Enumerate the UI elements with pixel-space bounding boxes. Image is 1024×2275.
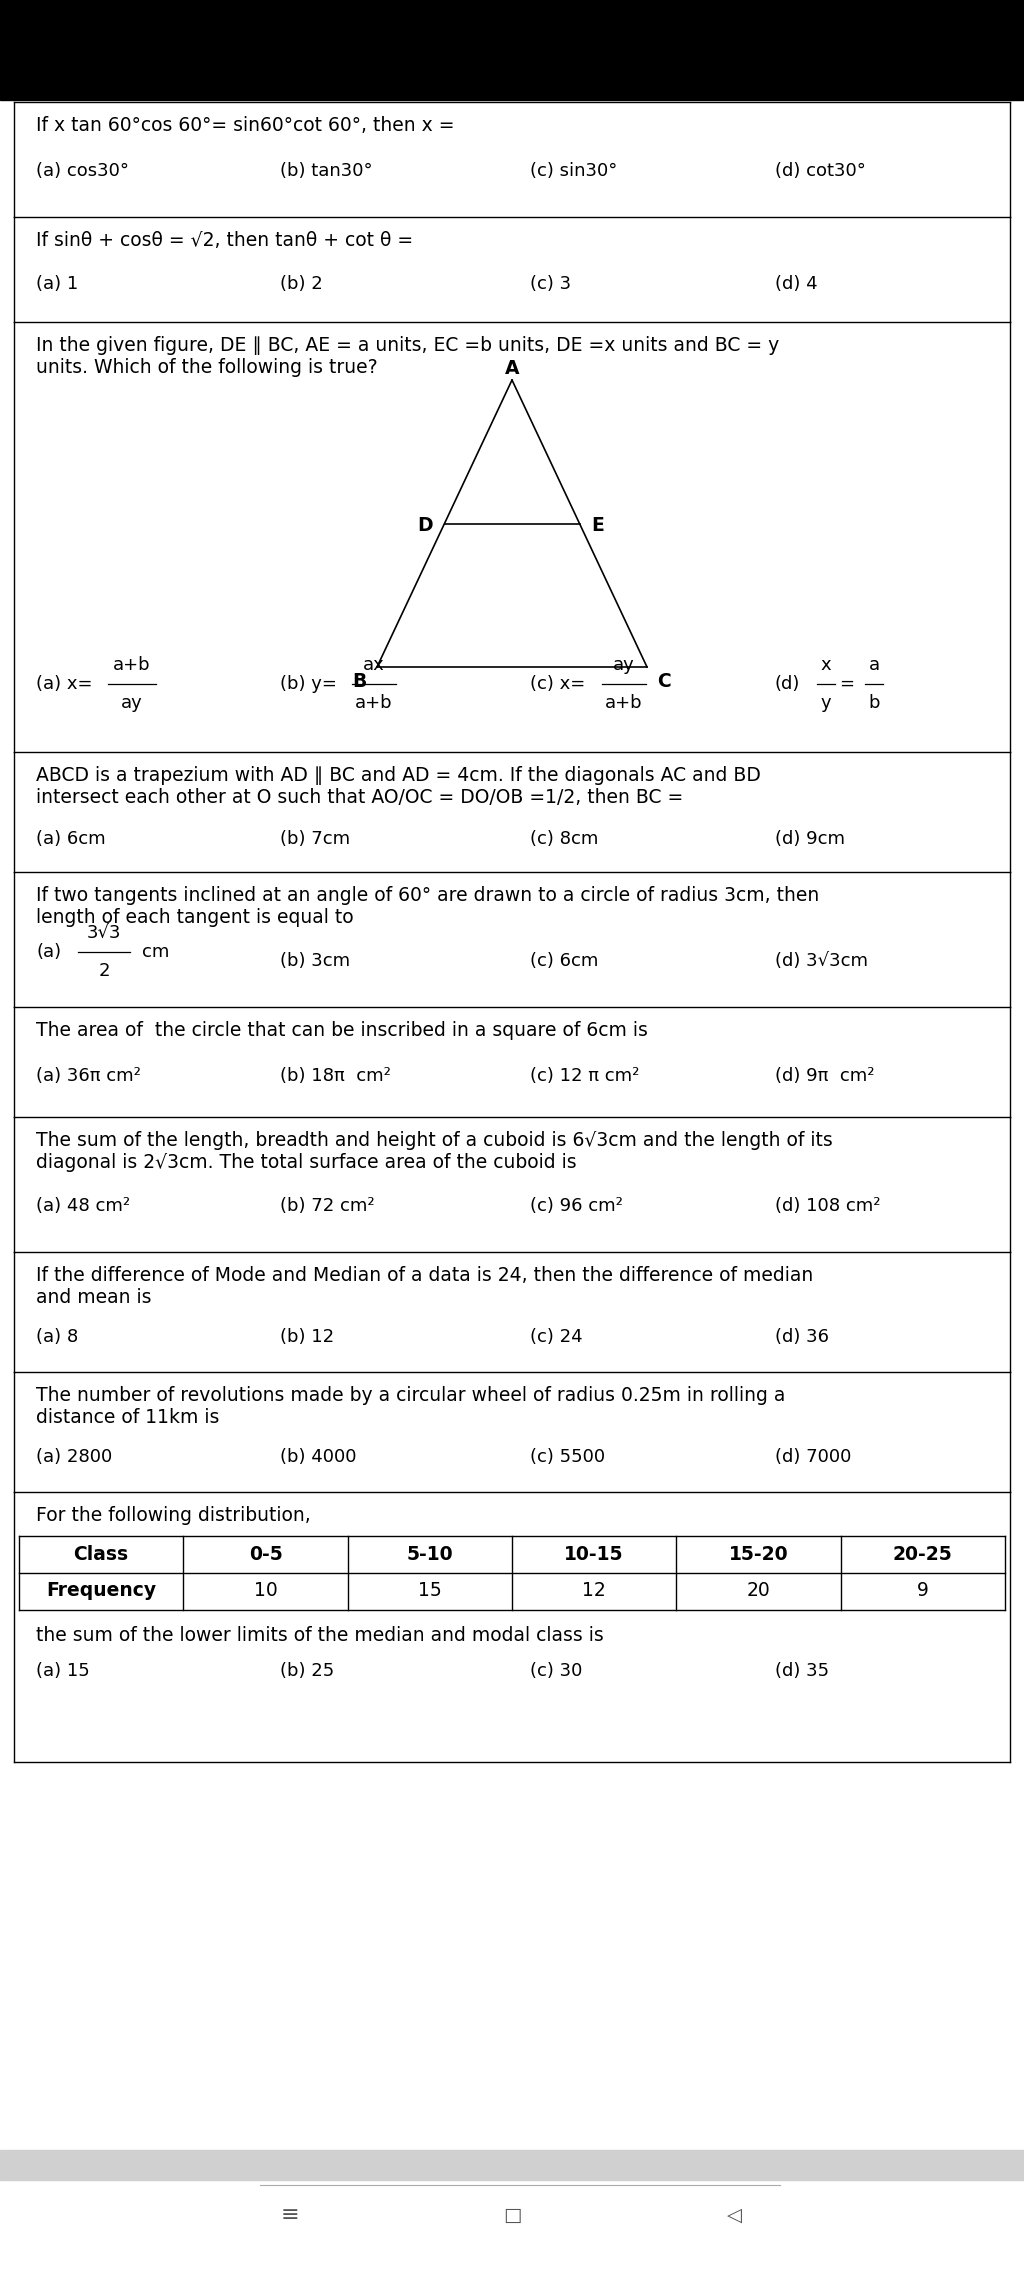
- Text: ay: ay: [613, 655, 635, 673]
- Text: 0-5: 0-5: [249, 1545, 283, 1563]
- Text: E: E: [592, 516, 604, 535]
- Text: ax: ax: [364, 655, 385, 673]
- Text: a+b: a+b: [355, 694, 393, 712]
- Text: (b) 2: (b) 2: [280, 275, 323, 293]
- Text: diagonal is 2√3cm. The total surface area of the cuboid is: diagonal is 2√3cm. The total surface are…: [36, 1153, 577, 1172]
- Text: (d) 7000: (d) 7000: [775, 1447, 851, 1465]
- Text: 10: 10: [254, 1581, 278, 1602]
- Text: (d) 9cm: (d) 9cm: [775, 830, 845, 849]
- Text: Class: Class: [74, 1545, 129, 1563]
- Text: 10-15: 10-15: [564, 1545, 624, 1563]
- Text: If the difference of Mode and Median of a data is 24, then the difference of med: If the difference of Mode and Median of …: [36, 1265, 813, 1285]
- Text: b: b: [868, 694, 880, 712]
- Text: For the following distribution,: For the following distribution,: [36, 1506, 310, 1524]
- Text: x: x: [820, 655, 831, 673]
- Text: (a) 36π cm²: (a) 36π cm²: [36, 1067, 141, 1085]
- Text: a: a: [868, 655, 880, 673]
- Text: (b) 12: (b) 12: [280, 1329, 334, 1347]
- Text: (b) 3cm: (b) 3cm: [280, 951, 350, 969]
- Text: □: □: [503, 2204, 521, 2225]
- Text: If x tan 60°cos 60°= sin60°cot 60°, then x =: If x tan 60°cos 60°= sin60°cot 60°, then…: [36, 116, 455, 134]
- Text: the sum of the lower limits of the median and modal class is: the sum of the lower limits of the media…: [36, 1627, 604, 1645]
- Text: (c) 24: (c) 24: [530, 1329, 583, 1347]
- Text: (c) 8cm: (c) 8cm: [530, 830, 598, 849]
- Text: (b) 25: (b) 25: [280, 1663, 334, 1679]
- Text: (a) 6cm: (a) 6cm: [36, 830, 105, 849]
- Text: (d) 108 cm²: (d) 108 cm²: [775, 1197, 881, 1215]
- Text: (d) 3√3cm: (d) 3√3cm: [775, 951, 868, 969]
- Text: (c) 96 cm²: (c) 96 cm²: [530, 1197, 623, 1215]
- Text: The sum of the length, breadth and height of a cuboid is 6√3cm and the length of: The sum of the length, breadth and heigh…: [36, 1131, 833, 1149]
- Text: a+b: a+b: [605, 694, 643, 712]
- Text: units. Which of the following is true?: units. Which of the following is true?: [36, 357, 378, 378]
- Text: (a) 48 cm²: (a) 48 cm²: [36, 1197, 130, 1215]
- Text: (c) x=: (c) x=: [530, 676, 586, 694]
- Text: (a) 8: (a) 8: [36, 1329, 78, 1347]
- Text: (a) 15: (a) 15: [36, 1663, 90, 1679]
- Text: (d) 35: (d) 35: [775, 1663, 829, 1679]
- Text: D: D: [417, 516, 432, 535]
- Text: a+b: a+b: [114, 655, 151, 673]
- Text: =: =: [840, 676, 854, 694]
- Text: (b) 4000: (b) 4000: [280, 1447, 356, 1465]
- Text: ≡: ≡: [281, 2204, 299, 2225]
- Text: If sinθ + cosθ = √2, then tanθ + cot θ =: If sinθ + cosθ = √2, then tanθ + cot θ =: [36, 232, 413, 250]
- Text: and mean is: and mean is: [36, 1288, 152, 1308]
- Text: ay: ay: [121, 694, 143, 712]
- Text: (d) cot30°: (d) cot30°: [775, 162, 866, 180]
- Text: 15: 15: [418, 1581, 441, 1602]
- Text: (b) 18π  cm²: (b) 18π cm²: [280, 1067, 391, 1085]
- Text: (a): (a): [36, 944, 61, 960]
- Text: (c) 6cm: (c) 6cm: [530, 951, 598, 969]
- Text: 5-10: 5-10: [407, 1545, 454, 1563]
- Text: 12: 12: [583, 1581, 606, 1602]
- Text: (d) 36: (d) 36: [775, 1329, 829, 1347]
- Text: (a) 2800: (a) 2800: [36, 1447, 113, 1465]
- Text: 9: 9: [916, 1581, 929, 1602]
- Text: (b) y=: (b) y=: [280, 676, 337, 694]
- Text: (c) 12 π cm²: (c) 12 π cm²: [530, 1067, 639, 1085]
- Text: 15-20: 15-20: [729, 1545, 788, 1563]
- Text: 20: 20: [746, 1581, 770, 1602]
- Text: Frequency: Frequency: [46, 1581, 157, 1602]
- Text: (b) 72 cm²: (b) 72 cm²: [280, 1197, 375, 1215]
- Text: (d) 4: (d) 4: [775, 275, 817, 293]
- Text: (c) 3: (c) 3: [530, 275, 571, 293]
- Text: C: C: [657, 671, 671, 692]
- Bar: [0, 0, 1024, 100]
- Bar: [0, 2150, 1024, 2179]
- Text: The number of revolutions made by a circular wheel of radius 0.25m in rolling a: The number of revolutions made by a circ…: [36, 1385, 785, 1406]
- Text: (c) sin30°: (c) sin30°: [530, 162, 617, 180]
- Text: ◁: ◁: [726, 2204, 741, 2225]
- Text: (b) 7cm: (b) 7cm: [280, 830, 350, 849]
- Text: (c) 30: (c) 30: [530, 1663, 583, 1679]
- Text: 20-25: 20-25: [893, 1545, 952, 1563]
- Text: The area of  the circle that can be inscribed in a square of 6cm is: The area of the circle that can be inscr…: [36, 1021, 648, 1040]
- Text: In the given figure, DE ∥ BC, AE = a units, EC =b units, DE =x units and BC = y: In the given figure, DE ∥ BC, AE = a uni…: [36, 337, 779, 355]
- Text: (a) cos30°: (a) cos30°: [36, 162, 129, 180]
- Text: (c) 5500: (c) 5500: [530, 1447, 605, 1465]
- Text: intersect each other at O such that AO/OC = DO/OB =1/2, then BC =: intersect each other at O such that AO/O…: [36, 787, 683, 808]
- Text: A: A: [505, 359, 519, 378]
- Text: 3√3: 3√3: [87, 924, 121, 942]
- Text: distance of 11km is: distance of 11km is: [36, 1408, 219, 1426]
- Text: If two tangents inclined at an angle of 60° are drawn to a circle of radius 3cm,: If two tangents inclined at an angle of …: [36, 885, 819, 905]
- Text: 2: 2: [98, 962, 110, 981]
- Text: (a) x=: (a) x=: [36, 676, 92, 694]
- Text: cm: cm: [142, 944, 169, 960]
- Text: y: y: [820, 694, 831, 712]
- Text: (a) 1: (a) 1: [36, 275, 78, 293]
- Text: length of each tangent is equal to: length of each tangent is equal to: [36, 908, 353, 926]
- Text: (b) tan30°: (b) tan30°: [280, 162, 373, 180]
- Text: ABCD is a trapezium with AD ∥ BC and AD = 4cm. If the diagonals AC and BD: ABCD is a trapezium with AD ∥ BC and AD …: [36, 767, 761, 785]
- Text: B: B: [352, 671, 367, 692]
- Text: (d) 9π  cm²: (d) 9π cm²: [775, 1067, 874, 1085]
- Text: (d): (d): [775, 676, 801, 694]
